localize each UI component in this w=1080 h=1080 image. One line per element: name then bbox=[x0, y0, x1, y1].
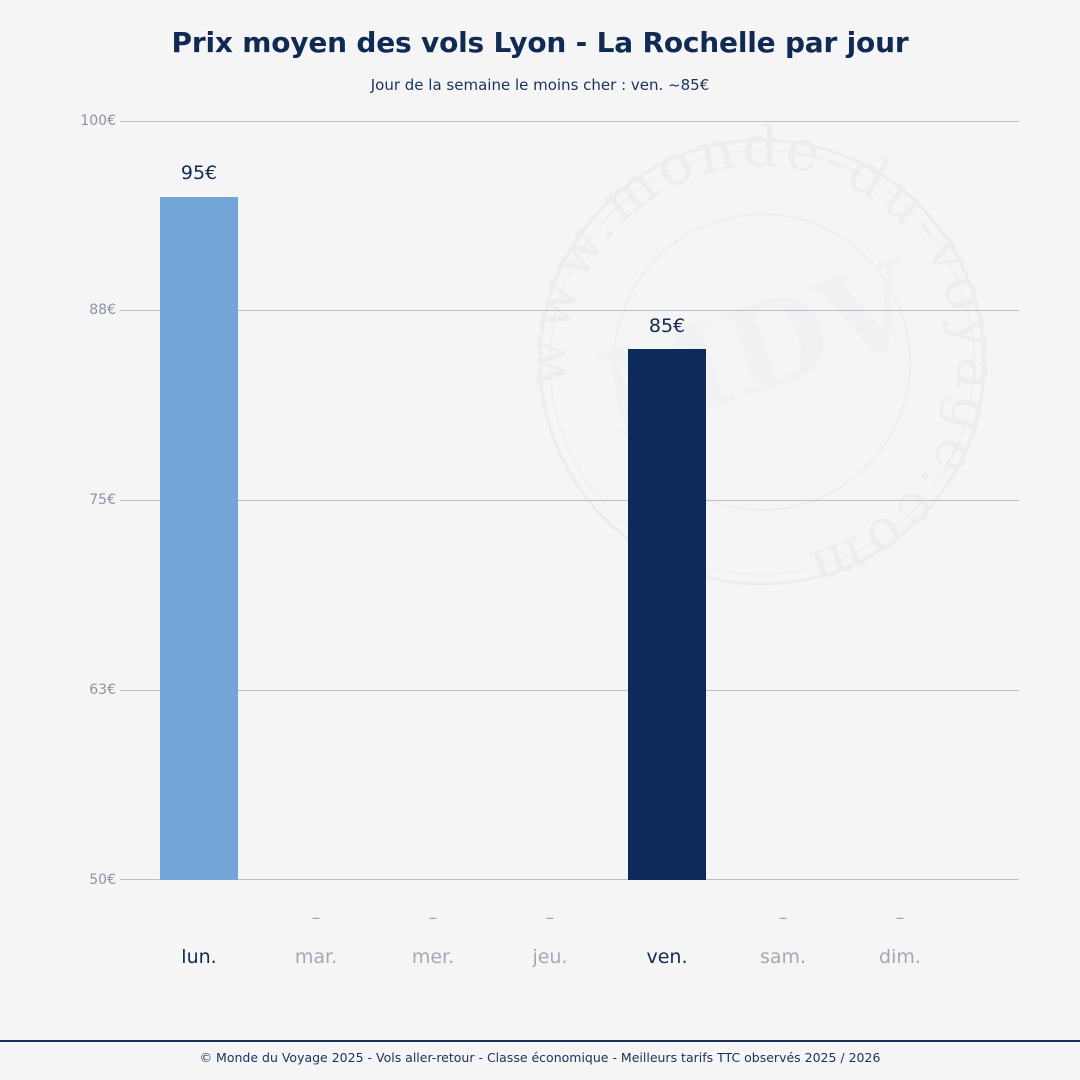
bar-vendredi[interactable] bbox=[628, 349, 706, 880]
bar-value-lundi: 95€ bbox=[180, 162, 218, 184]
y-tick-label-50: 50€ bbox=[89, 872, 116, 888]
gridline-88 bbox=[120, 310, 1019, 311]
chart-title: Prix moyen des vols Lyon - La Rochelle p… bbox=[171, 26, 909, 59]
empty-marker-mardi: – bbox=[311, 908, 321, 928]
y-tick-label-63: 63€ bbox=[89, 682, 116, 698]
empty-marker-samedi: – bbox=[778, 908, 788, 928]
empty-marker-jeudi: – bbox=[545, 908, 555, 928]
gridline-63 bbox=[120, 690, 1019, 691]
gridline-baseline-50 bbox=[120, 879, 1019, 880]
footer-divider bbox=[0, 1040, 1080, 1042]
x-label-jeudi[interactable]: jeu. bbox=[532, 946, 568, 968]
bar-value-vendredi: 85€ bbox=[648, 315, 686, 337]
x-label-vendredi[interactable]: ven. bbox=[646, 946, 688, 968]
gridline-100 bbox=[120, 121, 1019, 122]
gridline-75 bbox=[120, 500, 1019, 501]
y-tick-label-75: 75€ bbox=[89, 492, 116, 508]
y-tick-label-100: 100€ bbox=[80, 113, 116, 129]
x-label-mercredi[interactable]: mer. bbox=[411, 946, 455, 968]
empty-marker-dimanche: – bbox=[895, 908, 905, 928]
x-label-dimanche[interactable]: dim. bbox=[879, 946, 921, 968]
empty-marker-mercredi: – bbox=[428, 908, 438, 928]
footer-copyright: © Monde du Voyage 2025 - Vols aller-reto… bbox=[199, 1050, 881, 1065]
plot-area bbox=[120, 121, 1019, 880]
chart-subtitle: Jour de la semaine le moins cher : ven. … bbox=[370, 76, 710, 94]
x-label-mardi[interactable]: mar. bbox=[294, 946, 338, 968]
x-label-samedi[interactable]: sam. bbox=[759, 946, 807, 968]
y-tick-label-88: 88€ bbox=[89, 302, 116, 318]
x-label-lundi[interactable]: lun. bbox=[181, 946, 217, 968]
bar-lundi[interactable] bbox=[160, 197, 238, 880]
